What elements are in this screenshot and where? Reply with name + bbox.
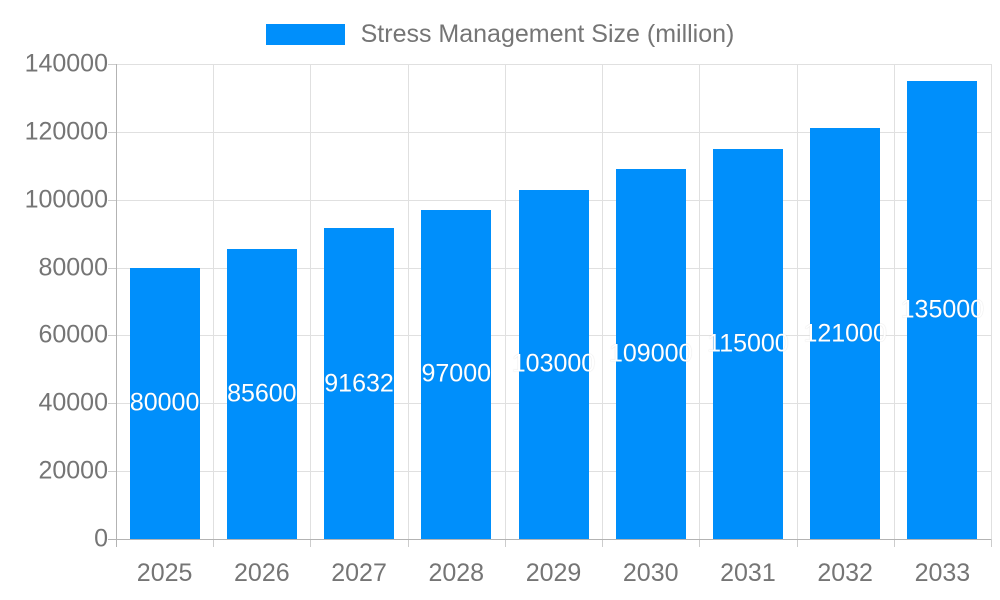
bar-value-label: 135000 <box>900 295 985 324</box>
x-gridline <box>504 64 506 539</box>
bar-value-label: 85600 <box>227 379 297 408</box>
bar-2033[interactable] <box>907 80 978 539</box>
bar-2027[interactable] <box>324 228 395 539</box>
x-gridline <box>602 64 604 539</box>
y-axis-tick-label: 0 <box>94 524 108 553</box>
y-axis-tick-label: 140000 <box>24 49 108 78</box>
bar-value-label: 91632 <box>324 369 394 398</box>
y-axis-line <box>116 64 117 547</box>
bar-value-label: 80000 <box>129 388 200 417</box>
x-gridline <box>893 64 895 539</box>
y-axis-tick <box>108 335 116 337</box>
x-axis-tick-label: 2028 <box>428 559 485 587</box>
x-axis-tick <box>504 539 506 547</box>
y-axis-tick-label: 20000 <box>38 456 108 485</box>
y-axis-tick-label: 40000 <box>38 388 108 417</box>
x-axis-tick-label: 2029 <box>525 559 582 587</box>
bar-2031[interactable] <box>712 148 783 539</box>
legend-swatch-icon <box>265 24 345 45</box>
bar-value-label: 121000 <box>803 319 887 348</box>
x-axis-tick <box>310 539 312 547</box>
x-gridline <box>991 64 992 539</box>
bar-2028[interactable] <box>421 209 492 539</box>
x-axis-tick-label: 2031 <box>720 559 776 587</box>
bar-value-label: 115000 <box>707 329 789 358</box>
y-gridline <box>116 64 991 65</box>
x-gridline <box>310 64 312 539</box>
y-axis-tick <box>108 403 116 405</box>
y-axis-tick-label: 80000 <box>38 253 108 282</box>
x-gridline <box>213 64 215 539</box>
x-gridline <box>407 64 409 539</box>
x-axis-tick-label: 2026 <box>234 559 290 587</box>
x-axis-tick <box>407 539 409 547</box>
y-axis-tick-label: 120000 <box>24 117 108 146</box>
y-gridline <box>116 131 991 133</box>
x-axis-tick <box>213 539 215 547</box>
bar-2026[interactable] <box>226 248 297 539</box>
x-axis-tick-label: 2027 <box>331 559 387 587</box>
y-axis-tick <box>108 267 116 269</box>
y-axis-tick <box>108 471 116 473</box>
y-axis-tick <box>108 64 116 65</box>
x-gridline <box>796 64 798 539</box>
x-axis-tick <box>893 539 895 547</box>
x-axis-tick-label: 2025 <box>136 559 193 587</box>
bar-2032[interactable] <box>810 128 881 539</box>
chart-legend-item[interactable]: Stress Management Size (million) <box>0 20 1000 49</box>
x-axis-tick-label: 2032 <box>817 559 873 587</box>
bar-value-label: 103000 <box>511 349 596 378</box>
x-axis-tick-label: 2033 <box>914 559 971 587</box>
y-axis-tick-label: 100000 <box>24 185 108 214</box>
y-axis-tick <box>108 199 116 201</box>
x-axis-tick <box>699 539 701 547</box>
x-gridline <box>699 64 701 539</box>
x-axis-tick <box>602 539 604 547</box>
y-axis-tick-label: 60000 <box>38 320 108 349</box>
x-axis-tick <box>991 539 992 547</box>
x-axis-tick-label: 2030 <box>622 559 679 587</box>
bar-value-label: 97000 <box>421 359 492 388</box>
bar-2025[interactable] <box>129 267 200 539</box>
bar-2030[interactable] <box>615 169 686 539</box>
bar-value-label: 109000 <box>609 339 693 368</box>
bar-2029[interactable] <box>518 189 589 539</box>
x-axis-line <box>108 539 991 540</box>
x-axis-tick <box>796 539 798 547</box>
y-axis-tick <box>108 131 116 133</box>
legend-label: Stress Management Size (million) <box>360 20 735 48</box>
